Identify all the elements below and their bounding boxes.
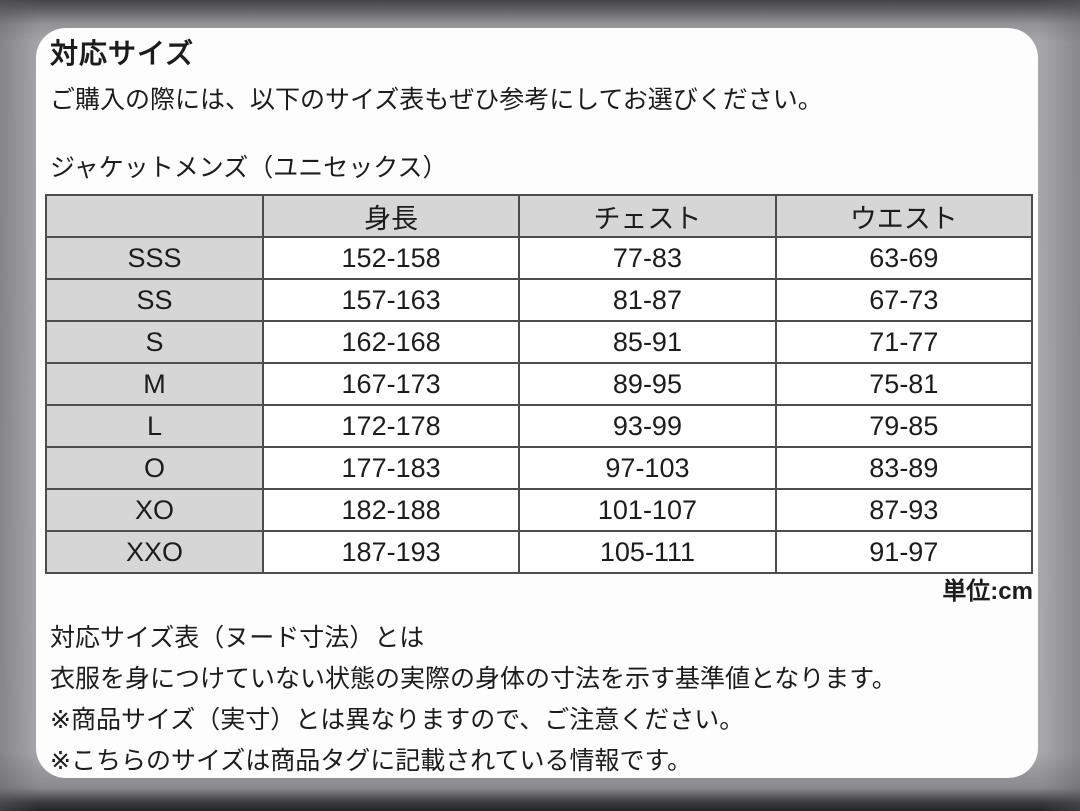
size-label-cell: M bbox=[45, 362, 264, 406]
unit-label: 単位:cm bbox=[942, 578, 1033, 605]
table-row: SSS 152-158 77-83 63-69 bbox=[45, 236, 1034, 280]
note-line: 衣服を身につけていない状態の実際の身体の寸法を示す基準値となります。 bbox=[50, 665, 897, 693]
column-header-empty bbox=[45, 194, 264, 238]
size-value-cell: 162-168 bbox=[261, 320, 521, 364]
size-value-cell: 182-188 bbox=[261, 488, 521, 532]
table-header-row: 身長 チェスト ウエスト bbox=[45, 194, 1034, 238]
column-header: 身長 bbox=[261, 194, 521, 238]
size-table: 身長 チェスト ウエスト SSS 152-158 77-83 63-69 SS 157-163… bbox=[45, 194, 1034, 574]
notes-block: 対応サイズ表（ヌード寸法）とは衣服を身につけていない状態の実際の身体の寸法を示す… bbox=[50, 618, 1038, 782]
size-value-cell: 79-85 bbox=[774, 404, 1034, 448]
size-value-cell: 67-73 bbox=[774, 278, 1034, 322]
size-table-wrapper: 身長 チェスト ウエスト SSS 152-158 77-83 63-69 SS 157-163… bbox=[45, 194, 1034, 574]
size-value-cell: 167-173 bbox=[261, 362, 521, 406]
size-value-cell: 101-107 bbox=[518, 488, 777, 532]
size-label-cell: L bbox=[45, 404, 264, 448]
size-value-cell: 172-178 bbox=[261, 404, 521, 448]
size-label-cell: SS bbox=[45, 278, 264, 322]
size-label-cell: XXO bbox=[45, 530, 264, 574]
table-row: M 167-173 89-95 75-81 bbox=[45, 362, 1034, 406]
table-row: S 162-168 85-91 71-77 bbox=[45, 320, 1034, 364]
size-value-cell: 71-77 bbox=[774, 320, 1034, 364]
size-value-cell: 85-91 bbox=[518, 320, 777, 364]
size-value-cell: 97-103 bbox=[518, 446, 777, 490]
size-value-cell: 93-99 bbox=[518, 404, 777, 448]
section-label: ジャケットメンズ（ユニセックス） bbox=[50, 154, 448, 182]
intro-text: ご購入の際には、以下のサイズ表もぜひ参考にしてお選びください。 bbox=[50, 86, 823, 114]
size-value-cell: 187-193 bbox=[261, 530, 521, 574]
size-value-cell: 87-93 bbox=[774, 488, 1034, 532]
size-value-cell: 177-183 bbox=[261, 446, 521, 490]
size-value-cell: 105-111 bbox=[518, 530, 777, 574]
size-value-cell: 157-163 bbox=[261, 278, 521, 322]
size-label-cell: O bbox=[45, 446, 264, 490]
table-row: XXO 187-193 105-111 91-97 bbox=[45, 530, 1034, 574]
size-value-cell: 75-81 bbox=[774, 362, 1034, 406]
note-line: ※商品サイズ（実寸）とは異なりますので、ご注意ください。 bbox=[50, 706, 745, 734]
size-value-cell: 89-95 bbox=[518, 362, 777, 406]
note-line: 対応サイズ表（ヌード寸法）とは bbox=[50, 624, 425, 652]
size-info-card: 対応サイズ ご購入の際には、以下のサイズ表もぜひ参考にしてお選びください。 ジャ… bbox=[36, 28, 1038, 778]
column-header: チェスト bbox=[518, 194, 777, 238]
size-label-cell: SSS bbox=[45, 236, 264, 280]
table-row: O 177-183 97-103 83-89 bbox=[45, 446, 1034, 490]
table-row: XO 182-188 101-107 87-93 bbox=[45, 488, 1034, 532]
size-value-cell: 83-89 bbox=[774, 446, 1034, 490]
size-value-cell: 152-158 bbox=[261, 236, 521, 280]
column-header: ウエスト bbox=[774, 194, 1034, 238]
size-label-cell: S bbox=[45, 320, 264, 364]
page-title: 対応サイズ bbox=[50, 38, 195, 69]
note-line: ※こちらのサイズは商品タグに記載されている情報です。 bbox=[50, 747, 692, 775]
size-value-cell: 63-69 bbox=[774, 236, 1034, 280]
table-row: SS 157-163 81-87 67-73 bbox=[45, 278, 1034, 322]
size-value-cell: 81-87 bbox=[518, 278, 777, 322]
size-value-cell: 91-97 bbox=[774, 530, 1034, 574]
size-value-cell: 77-83 bbox=[518, 236, 777, 280]
table-row: L 172-178 93-99 79-85 bbox=[45, 404, 1034, 448]
size-label-cell: XO bbox=[45, 488, 264, 532]
